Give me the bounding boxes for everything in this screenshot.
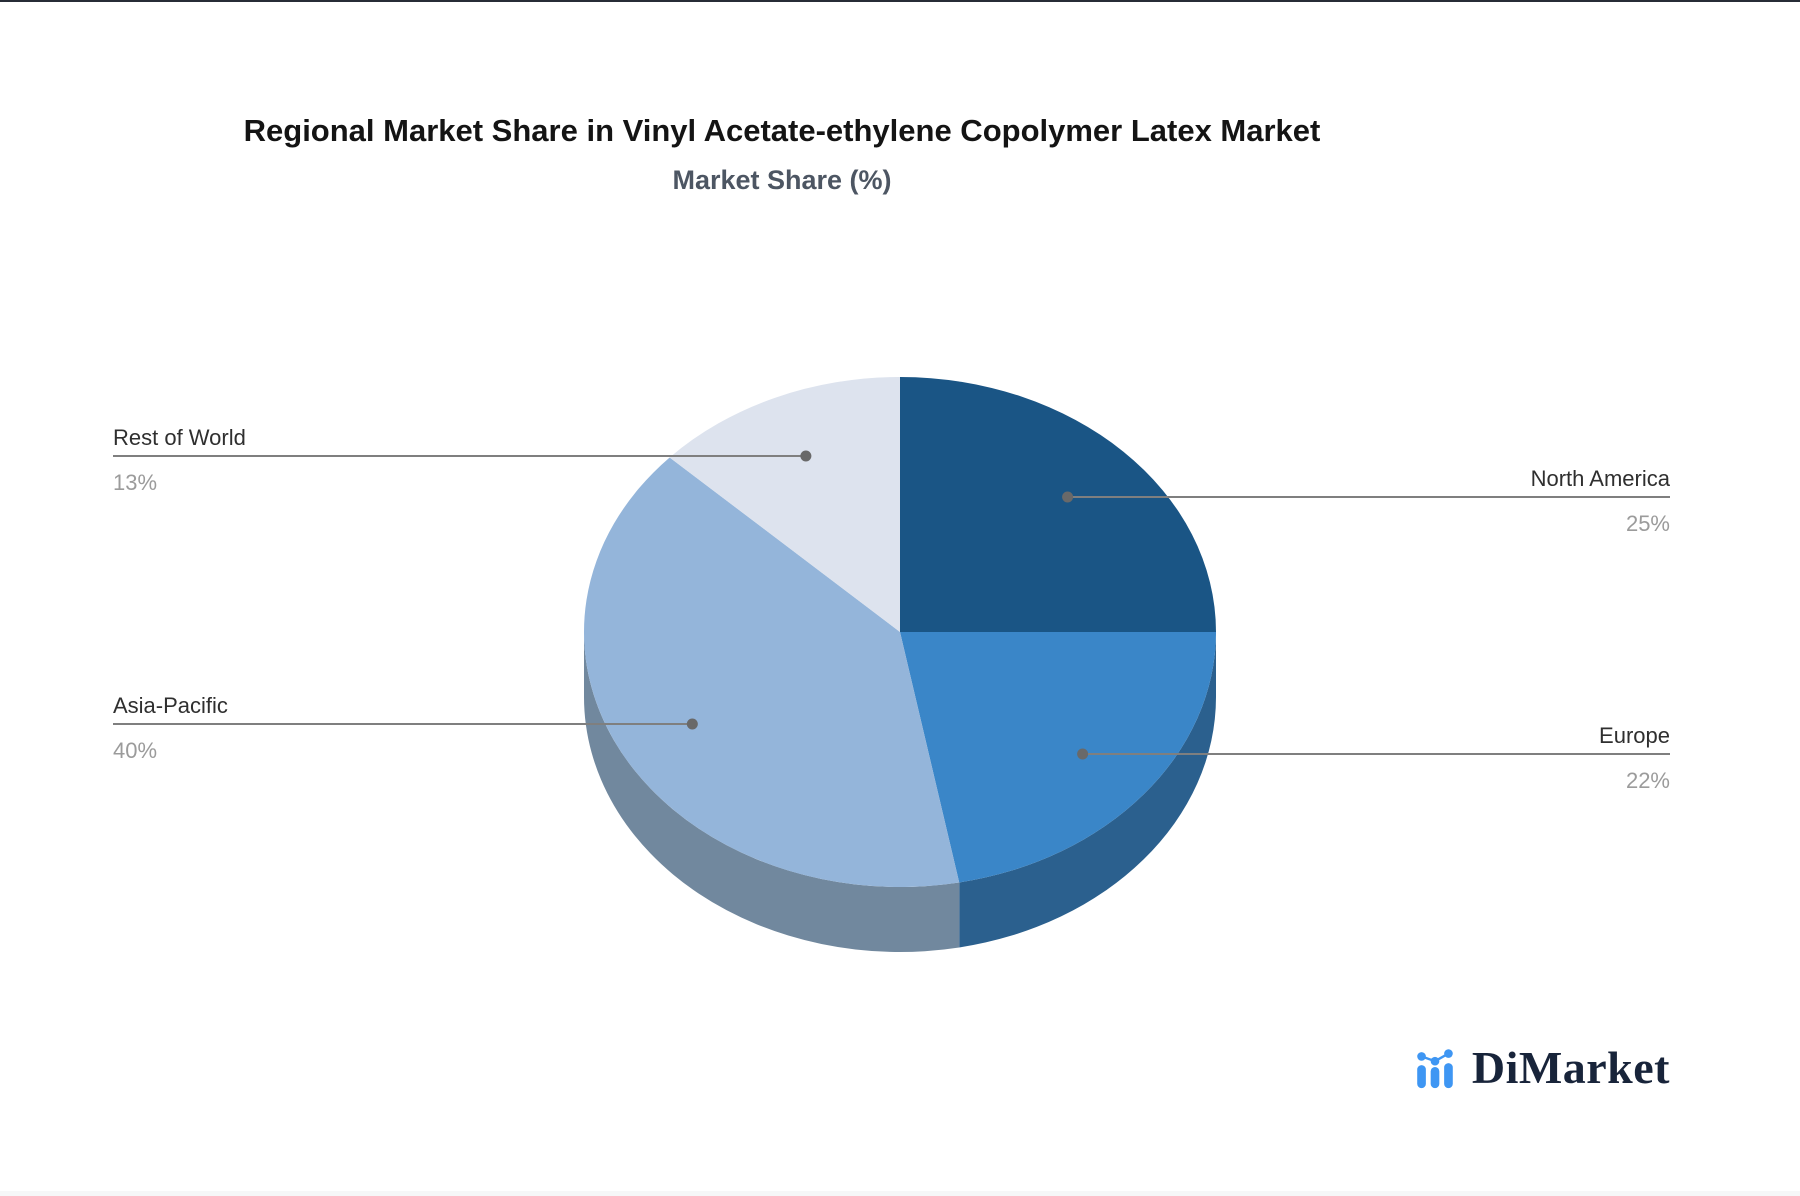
slice-value-europe: 22% bbox=[1626, 768, 1670, 793]
pie-slice-north-america[interactable] bbox=[900, 377, 1216, 632]
pie-slice-depth-europe[interactable] bbox=[959, 632, 1216, 948]
slice-value-north-america: 25% bbox=[1626, 511, 1670, 536]
slice-label-rest-of-world: Rest of World bbox=[113, 425, 246, 450]
leader-dot-north-america bbox=[1062, 491, 1074, 503]
brand-logo: DiMarket bbox=[1410, 1038, 1670, 1096]
slice-label-europe: Europe bbox=[1599, 723, 1670, 748]
leader-dot-rest-of-world bbox=[800, 450, 812, 462]
pie-slice-asia-pacific[interactable] bbox=[583, 457, 960, 887]
chart-title: Regional Market Share in Vinyl Acetate-e… bbox=[243, 113, 1321, 148]
chart-subtitle: Market Share (%) bbox=[672, 165, 892, 195]
slice-value-asia-pacific: 40% bbox=[113, 738, 157, 763]
leader-dot-europe bbox=[1077, 748, 1089, 760]
slice-label-north-america: North America bbox=[1531, 466, 1671, 491]
pie-slice-europe[interactable] bbox=[900, 632, 1216, 883]
brand-logo-text: DiMarket bbox=[1471, 1041, 1670, 1093]
bar-line-chart-icon bbox=[1417, 1049, 1453, 1089]
slice-label-asia-pacific: Asia-Pacific bbox=[113, 693, 228, 718]
bottom-window-edge bbox=[0, 1191, 1800, 1196]
leader-dot-asia-pacific bbox=[686, 718, 698, 730]
top-window-edge bbox=[0, 0, 1800, 2]
pie-slice-depth-asia-pacific[interactable] bbox=[584, 632, 960, 952]
pie-slice-rest-of-world[interactable] bbox=[669, 377, 900, 632]
slice-value-rest-of-world: 13% bbox=[113, 470, 157, 495]
chart-header: Regional Market Share in Vinyl Acetate-e… bbox=[0, 112, 1564, 197]
